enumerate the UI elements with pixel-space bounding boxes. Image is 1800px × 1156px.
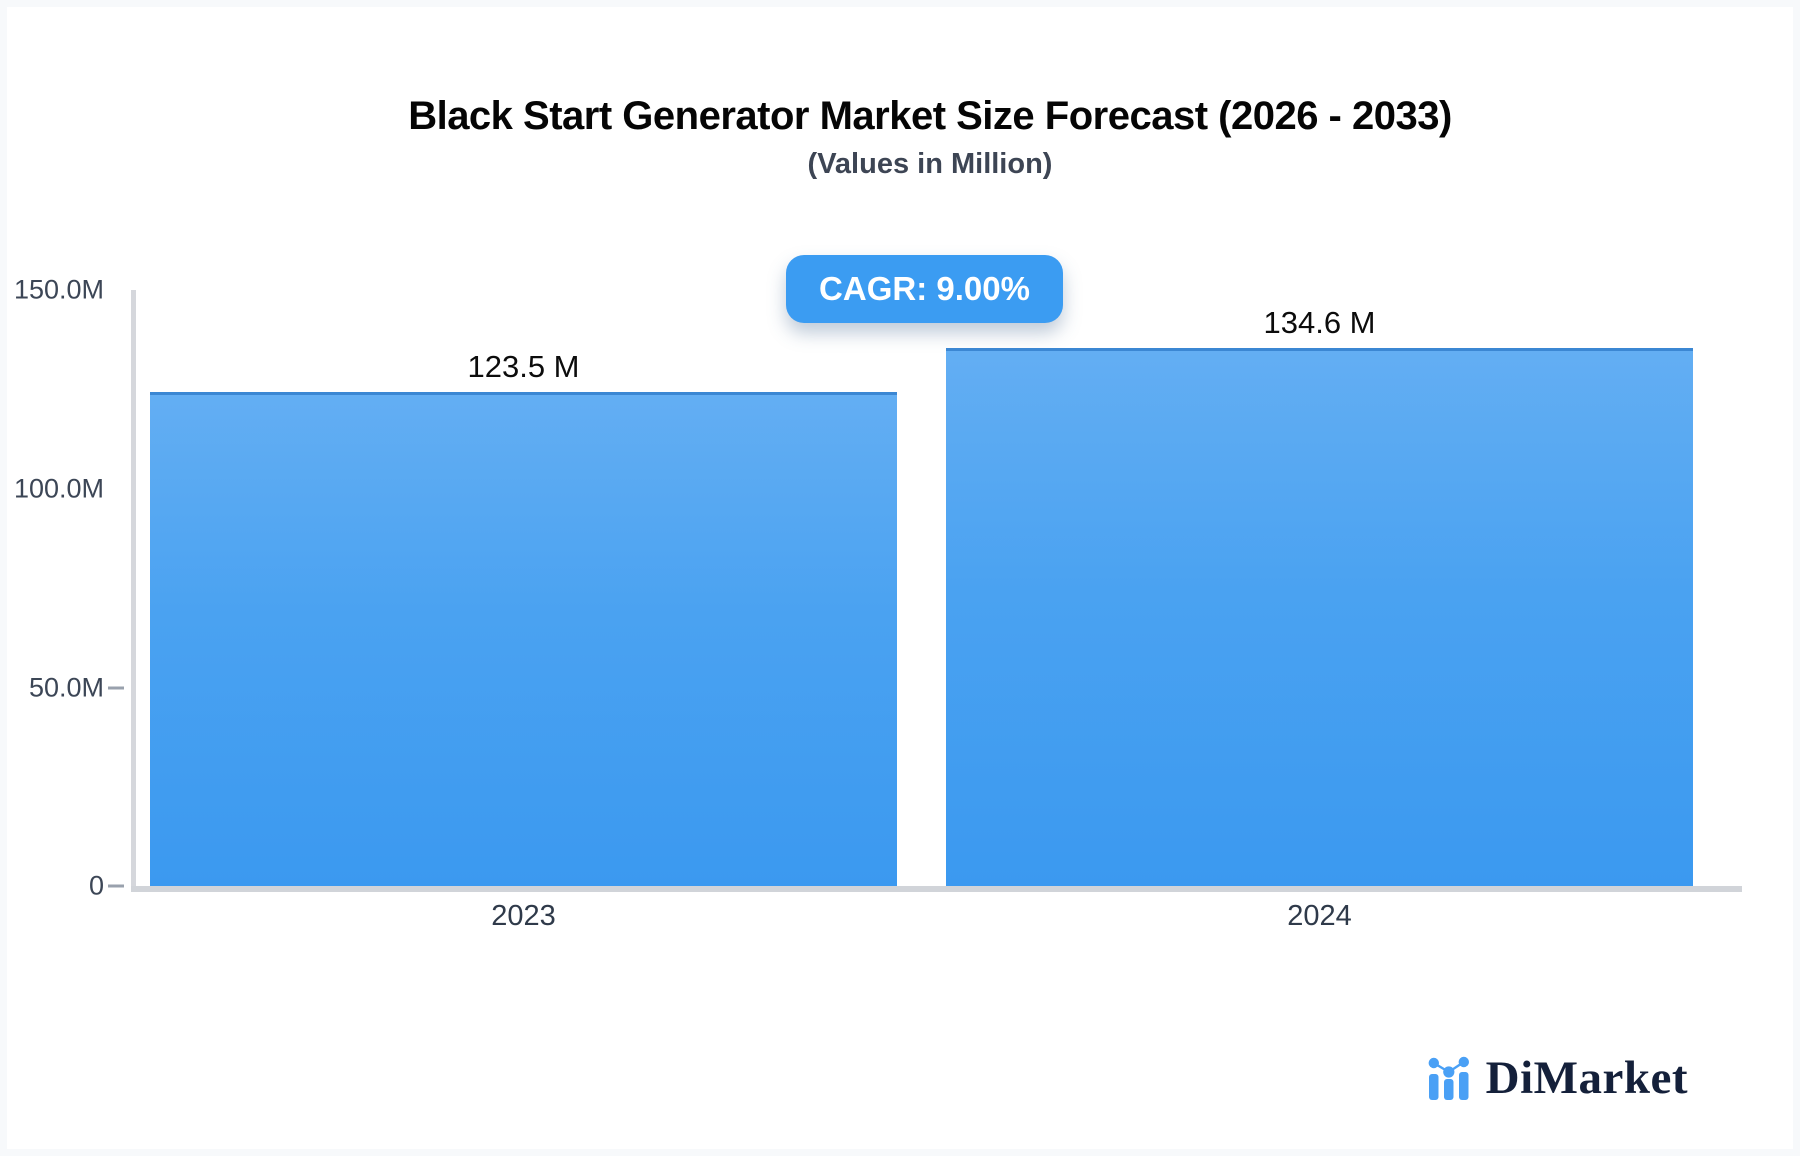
- y-tick-mark-50m: [108, 686, 124, 690]
- y-tick-label-50m: 50.0M: [28, 672, 104, 703]
- y-tick-label-0: 0: [88, 870, 104, 901]
- x-axis-line: [131, 886, 1742, 892]
- bar-2024: 134.6 M: [946, 305, 1693, 886]
- bar-line-chart-icon: [1428, 1056, 1469, 1100]
- brand-name: DiMarket: [1485, 1052, 1688, 1104]
- bar-2023: 123.5 M: [150, 349, 897, 886]
- chart-title: Black Start Generator Market Size Foreca…: [408, 94, 1452, 138]
- y-tick-mark-0: [108, 884, 124, 888]
- x-tick-label-2023: 2023: [491, 900, 556, 932]
- bar-value-label-2023: 123.5 M: [467, 349, 580, 384]
- brand-logo: DiMarket: [1425, 1049, 1688, 1102]
- x-tick-label-2024: 2024: [1287, 900, 1352, 932]
- chart-subtitle: (Values in Million): [807, 148, 1053, 180]
- y-tick-label-100m: 100.0M: [13, 473, 104, 504]
- y-axis-line: [131, 290, 136, 891]
- bar-value-label-2024: 134.6 M: [1263, 305, 1376, 340]
- y-tick-label-150m: 150.0M: [13, 274, 104, 305]
- cagr-badge: CAGR: 9.00%: [786, 255, 1063, 323]
